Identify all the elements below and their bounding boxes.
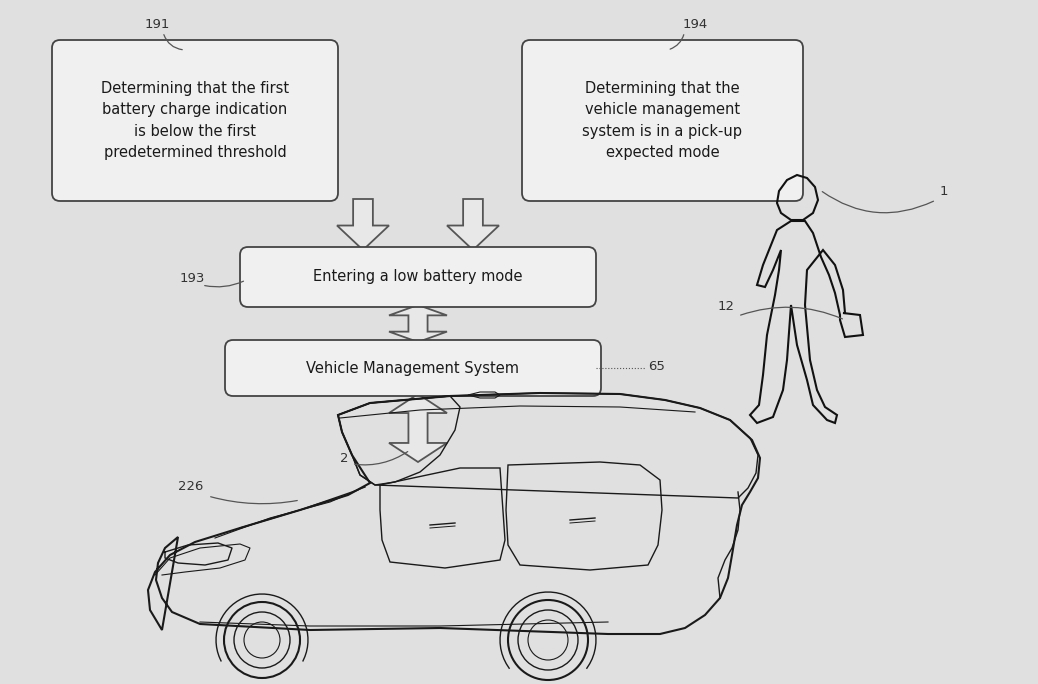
Text: 226: 226 — [177, 480, 203, 493]
Text: 194: 194 — [683, 18, 708, 31]
Text: Determining that the
vehicle management
system is in a pick-up
expected mode: Determining that the vehicle management … — [582, 81, 742, 161]
Text: 12: 12 — [718, 300, 735, 313]
Text: Determining that the first
battery charge indication
is below the first
predeter: Determining that the first battery charg… — [101, 81, 289, 161]
Text: Vehicle Management System: Vehicle Management System — [306, 360, 519, 376]
Polygon shape — [389, 394, 447, 462]
Polygon shape — [447, 199, 499, 250]
FancyBboxPatch shape — [522, 40, 803, 201]
Text: 2: 2 — [340, 452, 349, 465]
FancyBboxPatch shape — [225, 340, 601, 396]
FancyBboxPatch shape — [240, 247, 596, 307]
Text: Entering a low battery mode: Entering a low battery mode — [313, 269, 523, 285]
Text: 1: 1 — [940, 185, 949, 198]
Text: 65: 65 — [648, 360, 665, 373]
Text: 193: 193 — [180, 272, 206, 285]
Polygon shape — [337, 199, 389, 250]
Polygon shape — [389, 305, 447, 342]
Text: 191: 191 — [145, 18, 170, 31]
FancyBboxPatch shape — [52, 40, 338, 201]
